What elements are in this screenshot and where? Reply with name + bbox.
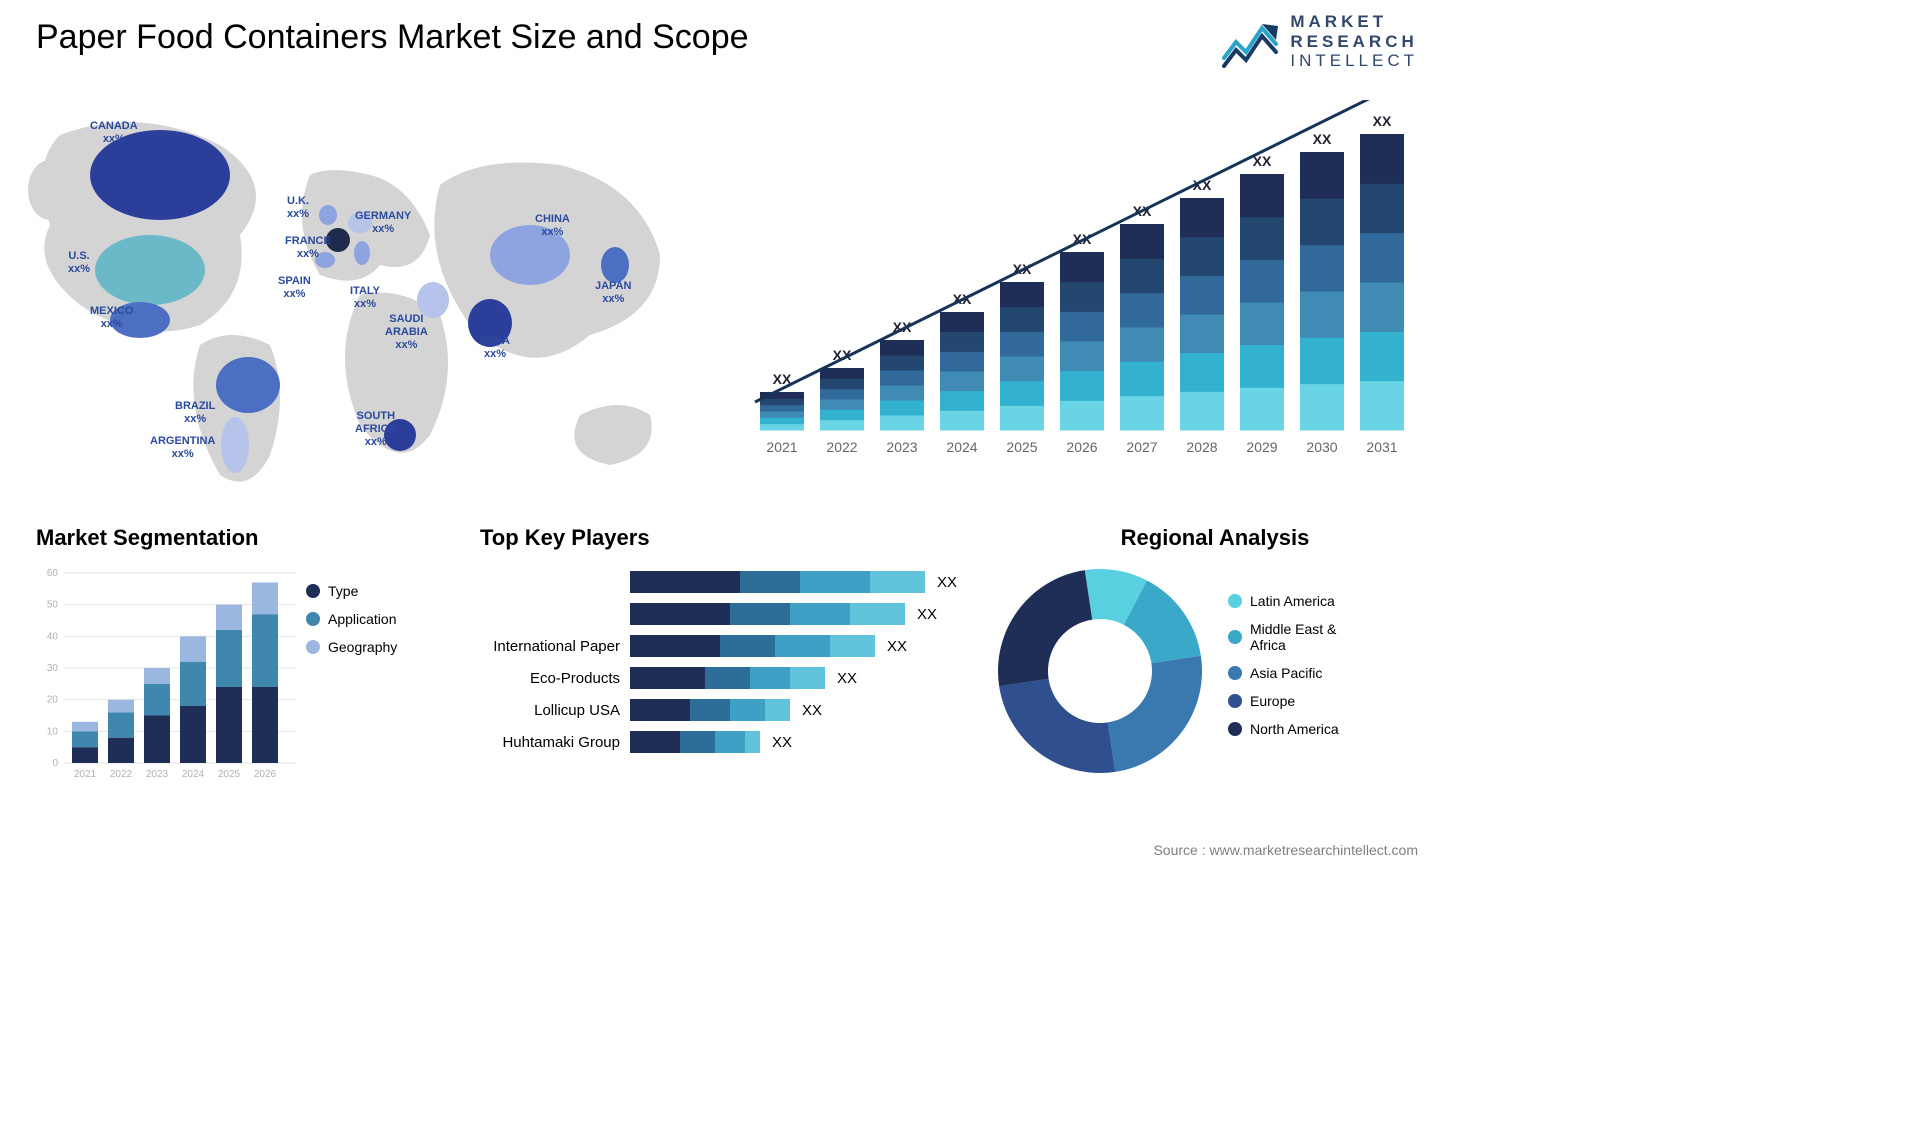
legend-item: North America [1228, 721, 1339, 737]
player-row: Huhtamaki GroupXX [480, 731, 960, 753]
player-row: XX [480, 571, 960, 593]
map-country-label: JAPANxx% [595, 280, 631, 306]
legend-item: Middle East &Africa [1228, 621, 1339, 653]
page-title: Paper Food Containers Market Size and Sc… [36, 18, 749, 57]
svg-text:30: 30 [47, 663, 59, 674]
svg-text:2024: 2024 [946, 439, 977, 455]
svg-text:XX: XX [1313, 131, 1332, 147]
brand-logo: MARKET RESEARCH INTELLECT [1222, 12, 1418, 71]
svg-text:20: 20 [47, 695, 59, 706]
segmentation-section: Market Segmentation 0 10 20 30 40 50 60 2021 202… [36, 525, 456, 783]
map-country-label: CHINAxx% [535, 213, 570, 239]
players-heading: Top Key Players [480, 525, 960, 551]
logo-mark-icon [1222, 14, 1280, 68]
legend-item: Application [306, 611, 397, 627]
svg-text:2029: 2029 [1246, 439, 1277, 455]
svg-text:10: 10 [47, 726, 59, 737]
svg-text:0: 0 [52, 758, 58, 769]
svg-text:2025: 2025 [1006, 439, 1037, 455]
map-country-label: CANADAxx% [90, 120, 138, 146]
map-country-label: SAUDIARABIAxx% [385, 313, 428, 353]
svg-text:40: 40 [47, 631, 59, 642]
regional-section: Regional Analysis Latin America Middle Ea… [990, 525, 1440, 781]
svg-text:60: 60 [47, 568, 59, 579]
map-country-label: U.K.xx% [287, 195, 309, 221]
map-country-label: GERMANYxx% [355, 210, 411, 236]
svg-text:2025: 2025 [218, 769, 241, 780]
players-section: Top Key Players XX XX International PaperX… [480, 525, 960, 763]
svg-text:XX: XX [1373, 113, 1392, 129]
legend-item: Asia Pacific [1228, 665, 1339, 681]
segmentation-chart: 0 10 20 30 40 50 60 2021 2022 2023 2024 2025 2026 [36, 563, 296, 783]
map-country-label: BRAZILxx% [175, 400, 215, 426]
world-map: CANADAxx% U.S.xx% MEXICOxx% BRAZILxx% ARGENT… [20, 95, 710, 495]
player-row: International PaperXX [480, 635, 960, 657]
player-row: Lollicup USAXX [480, 699, 960, 721]
svg-text:2024: 2024 [182, 769, 205, 780]
legend-item: Geography [306, 639, 397, 655]
map-country-label: SPAINxx% [278, 275, 311, 301]
map-country-label: SOUTHAFRICAxx% [355, 410, 397, 450]
svg-text:50: 50 [47, 600, 59, 611]
players-chart: XX XX International PaperXX Eco-ProductsXX L… [480, 571, 960, 753]
map-country-label: U.S.xx% [68, 250, 90, 276]
segmentation-heading: Market Segmentation [36, 525, 456, 551]
map-country-label: FRANCExx% [285, 235, 331, 261]
map-country-label: ARGENTINAxx% [150, 435, 215, 461]
legend-item: Type [306, 583, 397, 599]
map-country-label: ITALYxx% [350, 285, 380, 311]
svg-text:2030: 2030 [1306, 439, 1337, 455]
svg-text:2021: 2021 [766, 439, 797, 455]
regional-donut-chart [990, 561, 1210, 781]
svg-text:2026: 2026 [1066, 439, 1097, 455]
map-country-label: MEXICOxx% [90, 305, 133, 331]
source-attribution: Source : www.marketresearchintellect.com [1153, 842, 1418, 858]
main-market-chart: XX2021XX2022XX2023XX2024XX2025XX2026XX20… [740, 100, 1420, 480]
player-row: Eco-ProductsXX [480, 667, 960, 689]
svg-text:2027: 2027 [1126, 439, 1157, 455]
svg-text:2028: 2028 [1186, 439, 1217, 455]
svg-text:2022: 2022 [110, 769, 133, 780]
svg-text:2031: 2031 [1366, 439, 1397, 455]
map-country-label: INDIAxx% [480, 335, 510, 361]
legend-item: Europe [1228, 693, 1339, 709]
svg-text:2021: 2021 [74, 769, 97, 780]
svg-text:2023: 2023 [146, 769, 169, 780]
svg-text:2022: 2022 [826, 439, 857, 455]
svg-text:2023: 2023 [886, 439, 917, 455]
segmentation-legend: Type Application Geography [306, 583, 397, 667]
regional-heading: Regional Analysis [990, 525, 1440, 551]
legend-item: Latin America [1228, 593, 1339, 609]
logo-text: MARKET RESEARCH INTELLECT [1290, 12, 1418, 71]
svg-text:2026: 2026 [254, 769, 277, 780]
player-row: XX [480, 603, 960, 625]
regional-legend: Latin America Middle East &Africa Asia Pac… [1228, 593, 1339, 749]
